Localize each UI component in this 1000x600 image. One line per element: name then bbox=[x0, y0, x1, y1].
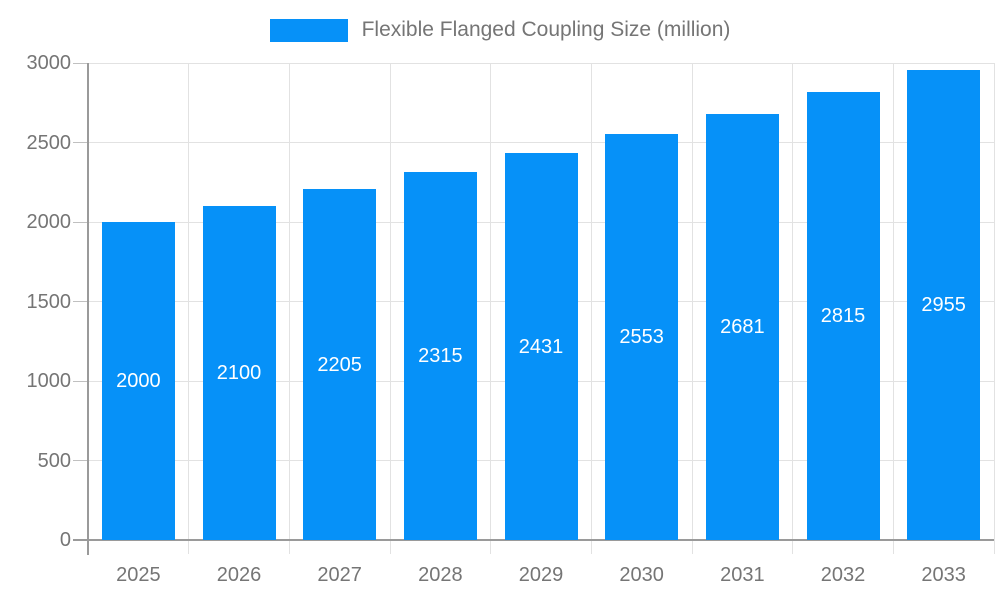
y-axis-tick bbox=[73, 62, 88, 64]
x-tick-label: 2029 bbox=[518, 564, 564, 586]
y-tick-label: 2000 bbox=[26, 211, 72, 233]
x-grid-line bbox=[188, 63, 190, 554]
x-grid-line bbox=[892, 63, 894, 554]
x-tick-label: 2028 bbox=[418, 564, 463, 586]
bar[interactable] bbox=[907, 70, 981, 540]
legend-label: Flexible Flanged Coupling Size (million) bbox=[361, 18, 731, 41]
y-tick-label: 2500 bbox=[26, 131, 72, 154]
y-tick-label: 1000 bbox=[26, 370, 72, 392]
x-grid-line bbox=[993, 63, 995, 554]
x-axis-line bbox=[73, 539, 994, 541]
legend[interactable]: Flexible Flanged Coupling Size (million) bbox=[0, 18, 1000, 42]
x-grid-line bbox=[691, 63, 693, 554]
bar[interactable] bbox=[202, 206, 276, 540]
bar-value-label: 2205 bbox=[317, 353, 362, 376]
y-grid-line bbox=[88, 142, 994, 143]
y-axis-tick bbox=[73, 380, 88, 382]
bar-value-label: 2815 bbox=[820, 305, 866, 328]
bar-value-label: 2000 bbox=[116, 370, 161, 392]
bar[interactable] bbox=[806, 92, 880, 540]
x-grid-line bbox=[792, 63, 794, 554]
y-tick-label: 500 bbox=[37, 449, 71, 472]
y-tick-label: 3000 bbox=[26, 52, 72, 74]
bar-value-label: 2955 bbox=[921, 294, 966, 317]
x-tick-label: 2032 bbox=[820, 564, 866, 586]
bar-value-label: 2100 bbox=[216, 362, 262, 385]
x-tick-label: 2033 bbox=[921, 564, 966, 586]
bar-value-label: 2431 bbox=[518, 335, 564, 358]
x-grid-line bbox=[389, 63, 391, 554]
bar[interactable] bbox=[303, 189, 377, 540]
bar-value-label: 2315 bbox=[418, 344, 463, 367]
bar[interactable] bbox=[504, 153, 578, 540]
y-tick-label: 1500 bbox=[26, 290, 72, 313]
y-axis-tick bbox=[73, 301, 88, 302]
x-grid-line bbox=[490, 63, 492, 554]
bar-value-label: 2553 bbox=[619, 326, 664, 349]
x-grid-line bbox=[288, 63, 290, 554]
y-tick-label: 0 bbox=[59, 529, 71, 551]
bar[interactable] bbox=[705, 113, 779, 540]
x-tick-label: 2031 bbox=[720, 564, 765, 586]
y-axis-tick bbox=[73, 460, 88, 461]
bar[interactable] bbox=[403, 171, 477, 540]
bar-value-label: 2681 bbox=[720, 315, 765, 338]
y-axis-tick bbox=[73, 221, 88, 223]
y-grid-line bbox=[88, 62, 994, 64]
x-tick-label: 2026 bbox=[216, 564, 262, 586]
x-tick-label: 2025 bbox=[116, 564, 161, 586]
x-tick-label: 2030 bbox=[619, 564, 664, 586]
x-tick-label: 2027 bbox=[317, 564, 362, 586]
y-axis-line bbox=[87, 63, 89, 555]
bar[interactable] bbox=[605, 134, 679, 540]
x-grid-line bbox=[590, 63, 592, 554]
legend-swatch-icon bbox=[269, 18, 348, 42]
y-axis-tick bbox=[73, 142, 88, 143]
bar[interactable] bbox=[101, 222, 175, 540]
